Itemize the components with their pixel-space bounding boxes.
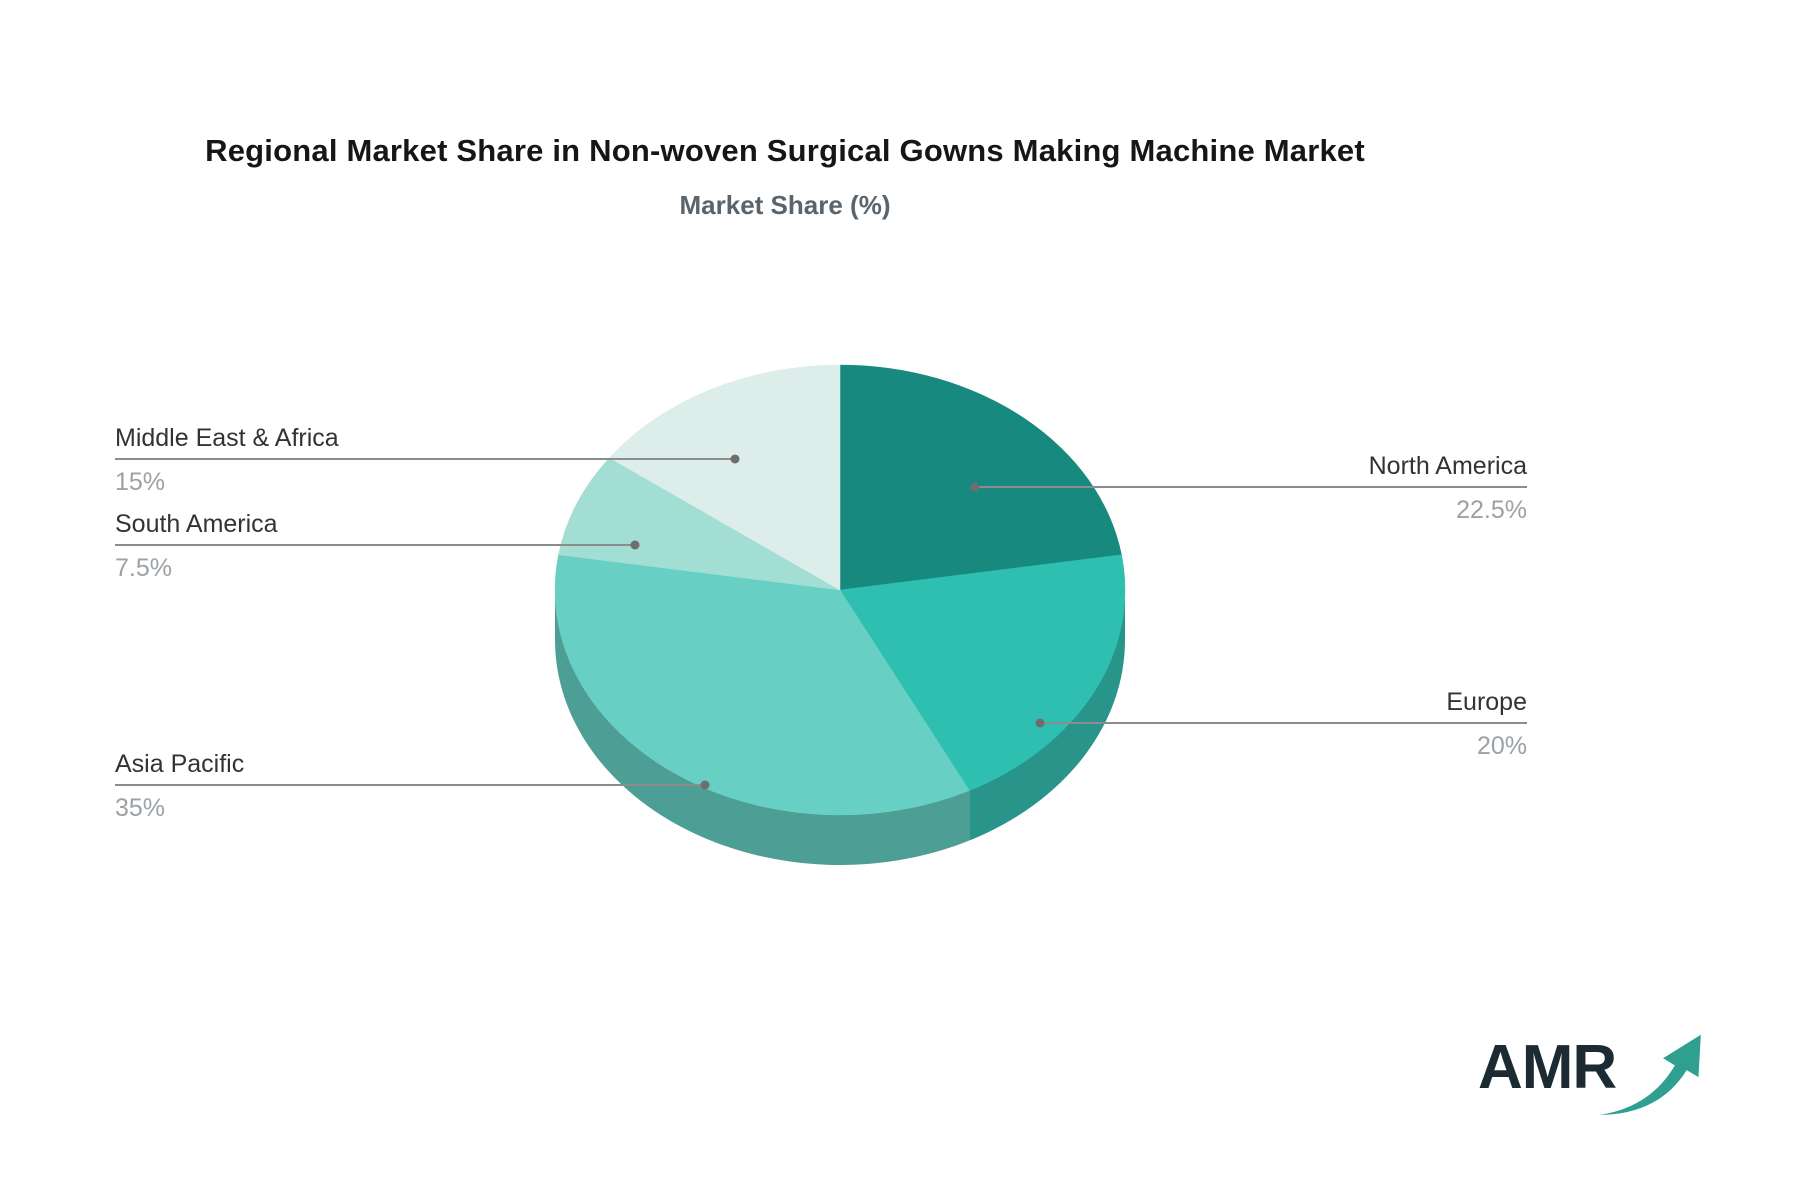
slice-value-south-america: 7.5% bbox=[115, 554, 172, 582]
leader-dot bbox=[630, 540, 640, 550]
chart-title: Regional Market Share in Non-woven Surgi… bbox=[205, 133, 1365, 168]
chart-subtitle: Market Share (%) bbox=[679, 190, 891, 220]
slice-label-europe: Europe bbox=[1446, 688, 1527, 716]
pie-slice-depth-asia-pacific bbox=[555, 590, 970, 866]
slice-label-middle-east-africa: Middle East & Africa bbox=[115, 424, 339, 452]
leader-dot bbox=[970, 482, 980, 492]
pie-slice-asia-pacific[interactable] bbox=[554, 554, 970, 816]
logo-arrow-icon bbox=[1599, 1034, 1701, 1115]
logo-text: AMR bbox=[1478, 1033, 1617, 1102]
slice-label-asia-pacific: Asia Pacific bbox=[115, 750, 244, 778]
pie-slice-depth-europe bbox=[969, 590, 1125, 841]
slice-label-north-america: North America bbox=[1369, 452, 1527, 480]
slice-label-south-america: South America bbox=[115, 510, 278, 538]
pie-slice-middle-east-africa[interactable] bbox=[609, 364, 841, 591]
leader-dot bbox=[700, 780, 710, 790]
pie-slice-south-america[interactable] bbox=[558, 457, 841, 591]
amr-logo: AMR bbox=[1478, 1032, 1718, 1122]
slice-value-middle-east-africa: 15% bbox=[115, 468, 165, 496]
pie-slice-europe[interactable] bbox=[839, 554, 1126, 791]
slice-value-europe: 20% bbox=[1477, 732, 1527, 760]
leader-dot bbox=[1035, 718, 1045, 728]
pie-slice-north-america[interactable] bbox=[839, 364, 1122, 591]
slice-value-north-america: 22.5% bbox=[1456, 496, 1527, 524]
leader-dot bbox=[730, 454, 740, 464]
slice-value-asia-pacific: 35% bbox=[115, 794, 165, 822]
